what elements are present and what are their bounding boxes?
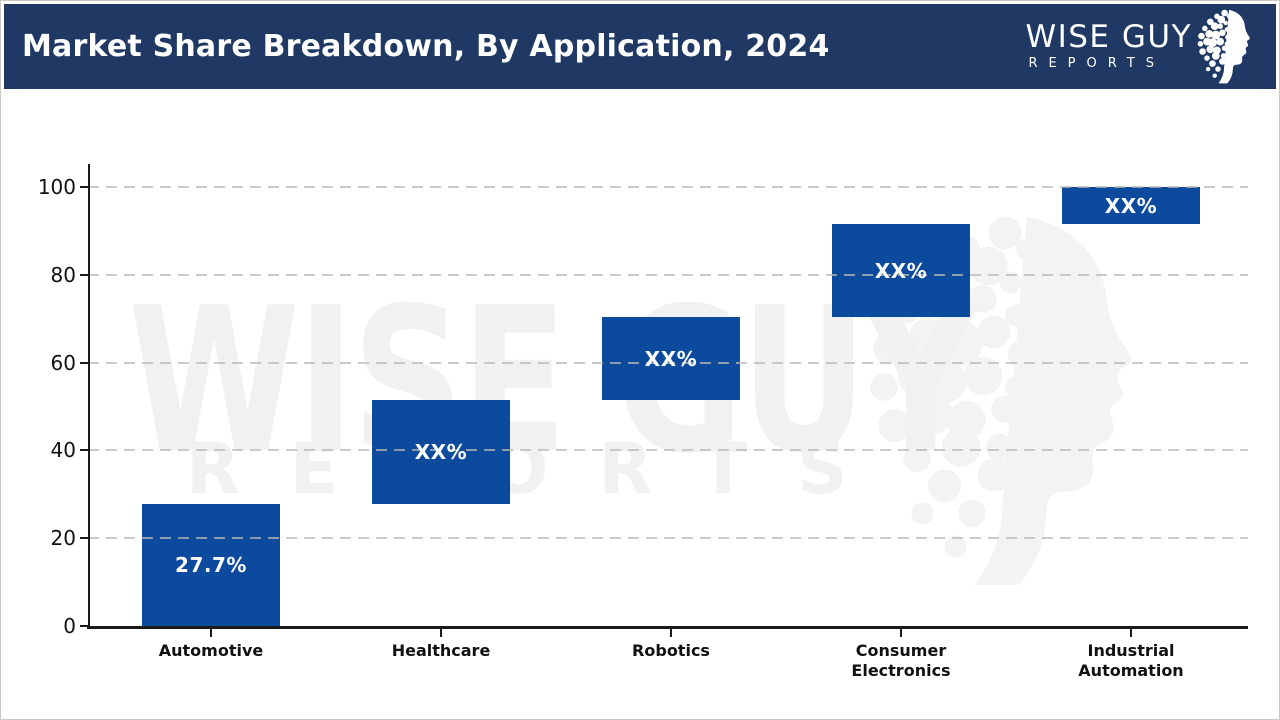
brand-name: WISE GUY xyxy=(1025,19,1192,56)
bar xyxy=(142,504,280,626)
bar-value-label: XX% xyxy=(414,440,468,465)
wiseguy-head-watermark-icon xyxy=(870,216,1131,585)
gridline xyxy=(88,361,1248,364)
y-tick-label: 20 xyxy=(50,526,76,551)
bar xyxy=(372,400,510,505)
x-tick-mark xyxy=(440,629,442,637)
bar-value-label: XX% xyxy=(874,258,928,283)
y-tick-label: 60 xyxy=(50,350,76,375)
y-tick-label: 100 xyxy=(37,175,76,199)
brand-subname: REPORTS xyxy=(1028,55,1166,71)
y-tick-mark xyxy=(80,273,88,276)
y-tick-label: 40 xyxy=(50,438,76,463)
y-axis xyxy=(88,164,90,629)
bar-value-label: 27.7% xyxy=(175,553,247,578)
bar xyxy=(832,224,970,317)
y-tick-label: 0 xyxy=(63,614,76,638)
y-tick-mark xyxy=(80,625,88,627)
x-axis xyxy=(87,626,1248,629)
y-tick-mark xyxy=(80,361,88,364)
x-tick-mark xyxy=(900,629,902,637)
y-tick-mark xyxy=(80,537,88,540)
bar-value-label: XX% xyxy=(1104,193,1158,218)
brand-logo-text: WISE GUY REPORTS xyxy=(1025,21,1192,71)
x-tick-label: Robotics xyxy=(632,641,710,660)
brand-logo: WISE GUY REPORTS xyxy=(1025,6,1262,86)
x-tick-label: Consumer Electronics xyxy=(851,641,951,680)
x-tick-label: Healthcare xyxy=(391,641,491,660)
bar xyxy=(602,316,740,401)
x-tick-mark xyxy=(1130,629,1132,637)
x-tick-mark xyxy=(210,629,212,637)
bar xyxy=(1062,187,1200,225)
bar-value-label: XX% xyxy=(644,346,698,371)
wiseguy-head-icon xyxy=(1197,9,1250,84)
page-title: Market Share Breakdown, By Application, … xyxy=(22,29,830,64)
gridline xyxy=(88,186,1248,188)
gridline xyxy=(88,273,1248,276)
y-tick-label: 80 xyxy=(50,262,76,287)
y-tick-mark xyxy=(80,449,88,452)
x-tick-mark xyxy=(670,629,672,637)
header: Market Share Breakdown, By Application, … xyxy=(4,4,1276,89)
x-tick-label: Industrial Automation xyxy=(1078,641,1184,680)
gridline xyxy=(88,537,1248,540)
watermark-subtext: REPORTS xyxy=(186,428,898,510)
gridline xyxy=(88,449,1248,452)
y-tick-mark xyxy=(80,186,88,188)
x-tick-label: Automotive xyxy=(158,641,264,660)
